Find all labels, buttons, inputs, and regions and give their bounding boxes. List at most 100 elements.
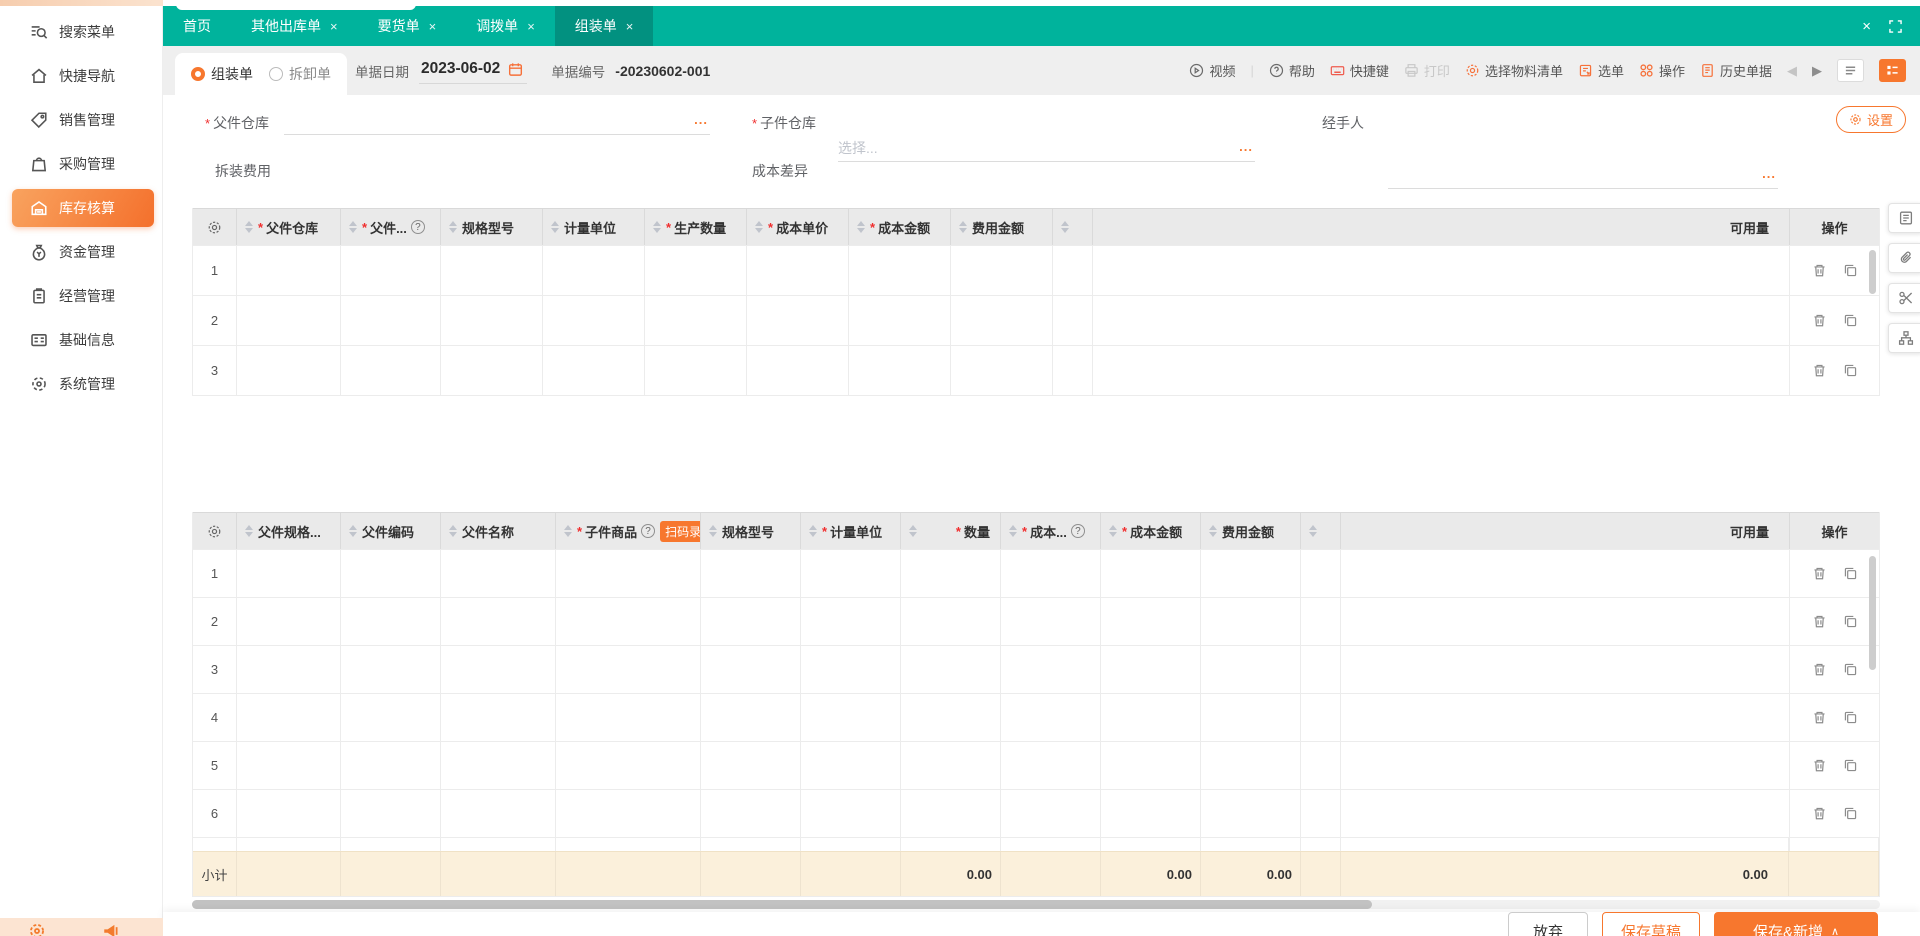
sort-icon[interactable]	[1109, 525, 1117, 537]
cell[interactable]	[341, 694, 441, 741]
cell[interactable]	[556, 598, 701, 645]
doc-date-field[interactable]: 2023-06-02	[419, 57, 528, 84]
cell[interactable]	[556, 550, 701, 597]
calendar-icon[interactable]	[508, 62, 523, 77]
cell[interactable]	[237, 346, 341, 395]
cell[interactable]	[1201, 742, 1301, 789]
delete-row-icon[interactable]	[1812, 263, 1827, 278]
col-header-spec[interactable]: 规格型号	[701, 513, 801, 549]
cell[interactable]	[1001, 598, 1101, 645]
cell[interactable]	[441, 790, 556, 837]
float-panel-button[interactable]	[1888, 203, 1920, 233]
tab-close-icon[interactable]: ×	[625, 18, 634, 34]
cell[interactable]	[701, 598, 801, 645]
cell[interactable]	[801, 790, 901, 837]
table-row[interactable]: 4	[193, 693, 1879, 741]
sidebar-item-quick-nav[interactable]: 快捷导航	[0, 54, 162, 98]
cell[interactable]	[1101, 790, 1201, 837]
cell[interactable]	[1053, 346, 1093, 395]
print-button[interactable]: 打印	[1404, 61, 1450, 80]
help-icon[interactable]: ?	[410, 220, 425, 234]
delete-row-icon[interactable]	[1812, 662, 1827, 677]
table-row[interactable]: 5	[193, 741, 1879, 789]
tab-close-icon[interactable]: ×	[527, 18, 535, 34]
float-attachment-button[interactable]	[1888, 243, 1920, 273]
cell[interactable]	[901, 646, 1001, 693]
cell[interactable]	[237, 742, 341, 789]
col-header-unit[interactable]: 计量单位	[543, 209, 645, 245]
sidebar-item-operations[interactable]: 经营管理	[0, 274, 162, 318]
float-scissors-button[interactable]	[1888, 283, 1920, 313]
sidebar-item-funds[interactable]: 资金管理	[0, 230, 162, 274]
settings-button[interactable]: 设置	[1836, 106, 1907, 133]
cell[interactable]	[543, 246, 645, 295]
parent-table-scrollbar[interactable]	[1869, 250, 1876, 294]
sidebar-item-system[interactable]: 系统管理	[0, 362, 162, 406]
handler-input[interactable]	[1388, 162, 1778, 187]
cell[interactable]	[645, 246, 747, 295]
copy-row-icon[interactable]	[1843, 758, 1858, 773]
table-row[interactable]: 3	[193, 645, 1879, 693]
col-header-parent-item[interactable]: * 父件...?	[341, 209, 441, 245]
cell[interactable]	[1001, 646, 1101, 693]
copy-row-icon[interactable]	[1843, 263, 1858, 278]
cell[interactable]	[1201, 550, 1301, 597]
cell[interactable]	[701, 790, 801, 837]
cell[interactable]	[341, 550, 441, 597]
delete-row-icon[interactable]	[1812, 363, 1827, 378]
sidebar-item-sales[interactable]: 销售管理	[0, 98, 162, 142]
cell[interactable]	[1001, 790, 1101, 837]
sidebar-item-basic-info[interactable]: 基础信息	[0, 318, 162, 362]
copy-row-icon[interactable]	[1843, 710, 1858, 725]
delete-row-icon[interactable]	[1812, 614, 1827, 629]
cell[interactable]	[1201, 790, 1301, 837]
detail-view-toggle[interactable]	[1879, 59, 1906, 82]
col-header-parent-name[interactable]: 父件名称	[441, 513, 556, 549]
tab-close-icon[interactable]: ×	[428, 18, 437, 34]
cell[interactable]	[1301, 646, 1341, 693]
fullscreen-icon[interactable]	[1889, 19, 1902, 33]
prev-page-icon[interactable]: ◀	[1787, 63, 1797, 78]
table-row[interactable]: 1	[193, 245, 1879, 295]
cell[interactable]	[1001, 550, 1101, 597]
cell[interactable]	[1001, 742, 1101, 789]
sort-icon[interactable]	[959, 221, 967, 233]
col-header-fee-amount[interactable]: 费用金额	[951, 209, 1053, 245]
table-row[interactable]: 1	[193, 549, 1879, 597]
select-bom-button[interactable]: 选择物料清单	[1465, 61, 1563, 80]
cell[interactable]	[341, 790, 441, 837]
cell[interactable]	[341, 346, 441, 395]
sort-icon[interactable]	[1209, 525, 1217, 537]
select-doc-button[interactable]: 选单	[1578, 61, 1624, 80]
sort-icon[interactable]	[755, 221, 763, 233]
table-row[interactable]: 3	[193, 345, 1879, 395]
copy-row-icon[interactable]	[1843, 806, 1858, 821]
cell[interactable]	[441, 598, 556, 645]
col-header-spec[interactable]: 规格型号	[441, 209, 543, 245]
delete-row-icon[interactable]	[1812, 806, 1827, 821]
cell[interactable]	[441, 646, 556, 693]
cell[interactable]	[645, 296, 747, 345]
cell[interactable]	[237, 790, 341, 837]
cell[interactable]	[441, 346, 543, 395]
cell[interactable]	[341, 598, 441, 645]
cell[interactable]	[1101, 646, 1201, 693]
cell[interactable]	[645, 346, 747, 395]
copy-row-icon[interactable]	[1843, 614, 1858, 629]
cell[interactable]	[1301, 694, 1341, 741]
col-header-cost-amount[interactable]: * 成本金额	[1101, 513, 1201, 549]
cell[interactable]	[1201, 646, 1301, 693]
cell[interactable]	[341, 246, 441, 295]
sort-icon[interactable]	[449, 525, 457, 537]
col-header-parent-warehouse[interactable]: * 父件仓库	[237, 209, 341, 245]
horizontal-scrollbar-thumb[interactable]	[192, 900, 1372, 909]
radio-disassembly[interactable]: 拆卸单	[269, 64, 331, 84]
cell[interactable]	[556, 790, 701, 837]
cell[interactable]	[801, 742, 901, 789]
cell[interactable]	[1101, 742, 1201, 789]
cell[interactable]	[543, 296, 645, 345]
scan-entry-badge[interactable]: 扫码录入	[660, 520, 700, 542]
save-and-new-button[interactable]: 保存&新增 ∧	[1714, 912, 1878, 936]
table-row[interactable]: 2	[193, 597, 1879, 645]
table-row[interactable]: 2	[193, 295, 1879, 345]
